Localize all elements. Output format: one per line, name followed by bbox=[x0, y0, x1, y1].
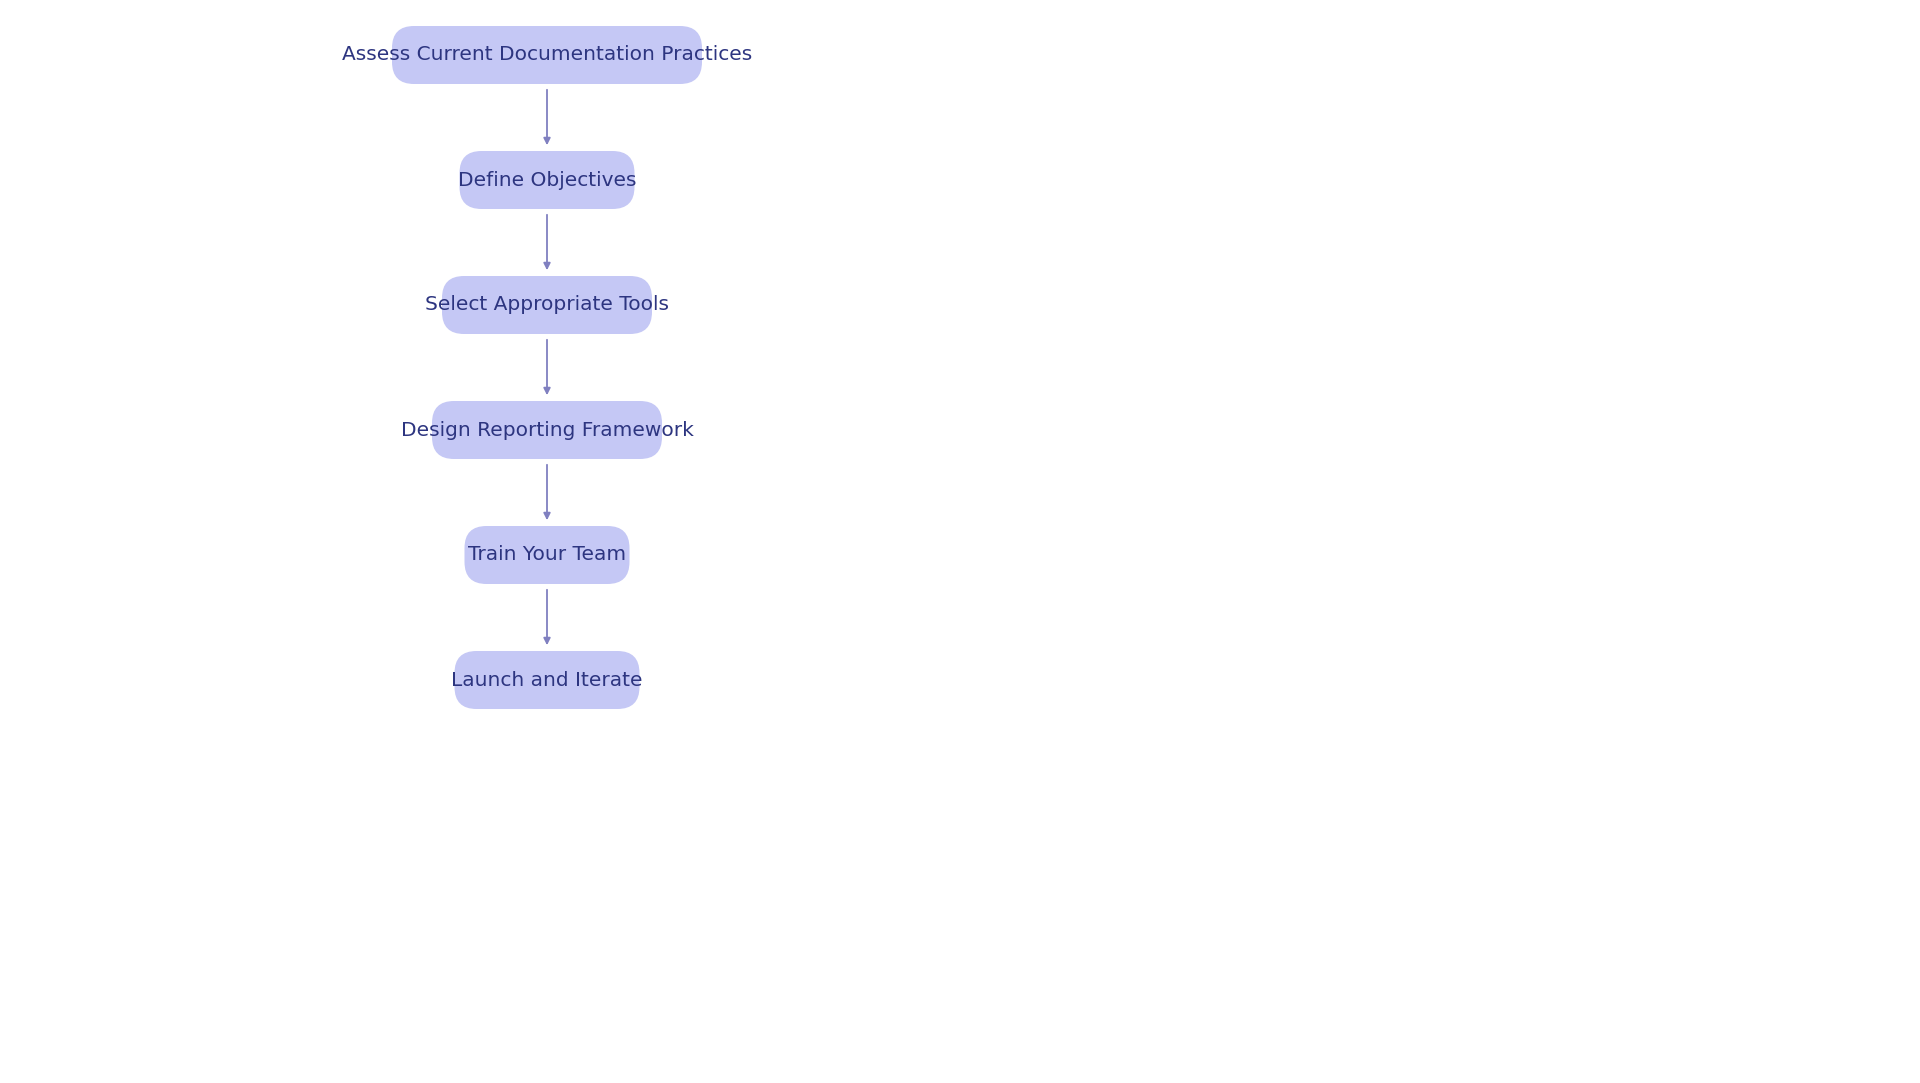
FancyBboxPatch shape bbox=[455, 651, 639, 709]
Text: Launch and Iterate: Launch and Iterate bbox=[451, 670, 643, 690]
Text: Assess Current Documentation Practices: Assess Current Documentation Practices bbox=[342, 45, 753, 65]
FancyBboxPatch shape bbox=[465, 526, 630, 584]
FancyBboxPatch shape bbox=[459, 151, 634, 209]
FancyBboxPatch shape bbox=[432, 401, 662, 459]
FancyBboxPatch shape bbox=[392, 26, 703, 84]
FancyBboxPatch shape bbox=[442, 276, 653, 334]
Text: Define Objectives: Define Objectives bbox=[457, 170, 636, 190]
Text: Select Appropriate Tools: Select Appropriate Tools bbox=[424, 296, 668, 314]
Text: Design Reporting Framework: Design Reporting Framework bbox=[401, 420, 693, 440]
Text: Train Your Team: Train Your Team bbox=[468, 546, 626, 564]
